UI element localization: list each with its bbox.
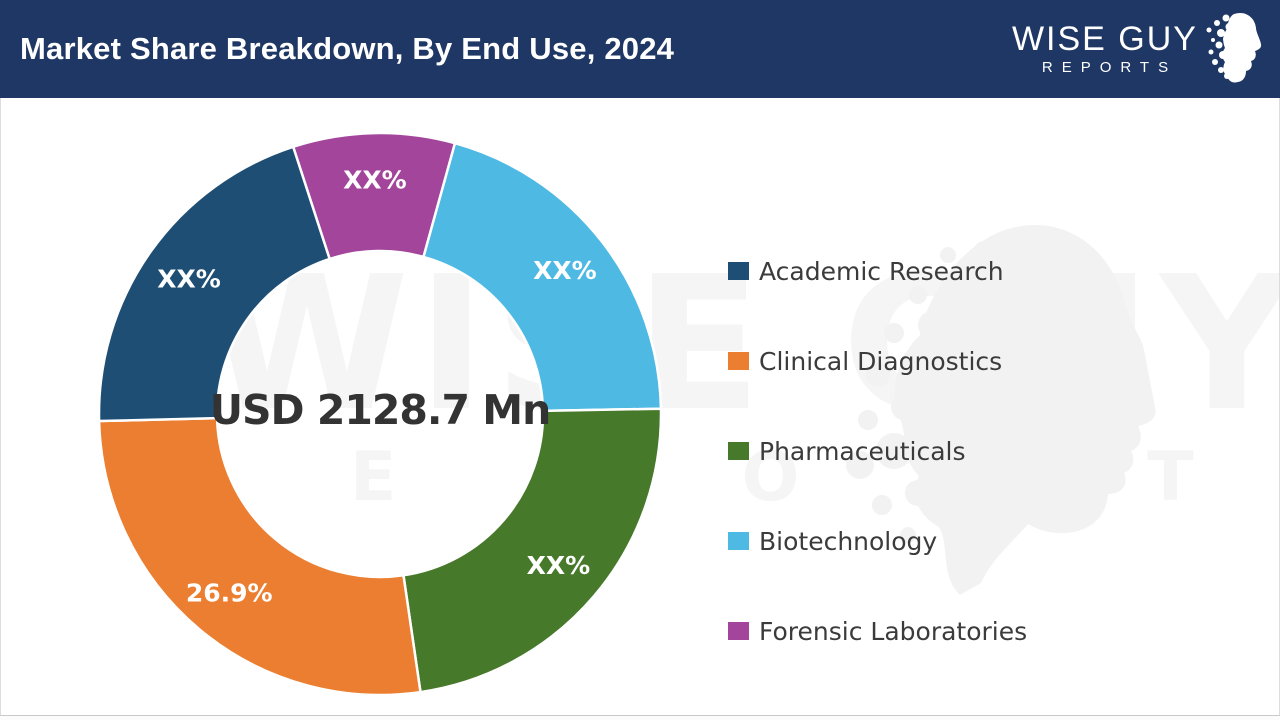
- legend-item-forensic-laboratories[interactable]: Forensic Laboratories: [728, 616, 1028, 646]
- legend-item-clinical-diagnostics[interactable]: Clinical Diagnostics: [728, 346, 1003, 376]
- slice-biotechnology[interactable]: [422, 141, 663, 413]
- slice-pharmaceuticals[interactable]: [402, 407, 663, 694]
- legend-label: Forensic Laboratories: [759, 616, 1028, 646]
- legend-label: Pharmaceuticals: [759, 436, 966, 466]
- wise-guy-reports-logo: WISE GUY REPORTS: [1012, 8, 1264, 90]
- slice-value-label-clinical-diagnostics: 26.9%: [186, 578, 273, 607]
- legend-marker: [728, 262, 749, 280]
- page-edge-left: [0, 98, 1, 720]
- logo-face-icon: [1206, 12, 1262, 83]
- slice-clinical-diagnostics[interactable]: [97, 416, 422, 697]
- legend-marker: [728, 622, 749, 640]
- header-bar: Market Share Breakdown, By End Use, 2024…: [0, 0, 1280, 98]
- slice-academic-research[interactable]: [97, 145, 331, 423]
- legend-item-academic-research[interactable]: Academic Research: [728, 256, 1004, 286]
- chart-center-value: USD 2128.7 Mn: [210, 386, 551, 434]
- page-title: Market Share Breakdown, By End Use, 2024: [20, 31, 675, 66]
- legend-label: Biotechnology: [759, 526, 938, 556]
- logo-wordmark: WISE GUY: [1011, 20, 1198, 58]
- logo-subtitle: REPORTS: [1041, 59, 1178, 76]
- legend-marker: [728, 442, 749, 460]
- legend-label: Academic Research: [759, 256, 1004, 286]
- slice-value-label-pharmaceuticals: XX%: [527, 551, 591, 580]
- slice-value-label-academic-research: XX%: [157, 264, 221, 293]
- slice-value-label-biotechnology: XX%: [533, 256, 597, 285]
- bottom-rule: [0, 715, 1280, 716]
- legend-marker: [728, 532, 749, 550]
- legend-item-biotechnology[interactable]: Biotechnology: [728, 526, 938, 556]
- legend-label: Clinical Diagnostics: [759, 346, 1003, 376]
- legend-item-pharmaceuticals[interactable]: Pharmaceuticals: [728, 436, 966, 466]
- slice-value-label-forensic-laboratories: XX%: [343, 166, 407, 195]
- legend-marker: [728, 352, 749, 370]
- bottom-strip: [0, 716, 1280, 720]
- donut-chart: XX% XX% XX% 26.9% XX% USD 2128.7 Mn: [97, 131, 663, 697]
